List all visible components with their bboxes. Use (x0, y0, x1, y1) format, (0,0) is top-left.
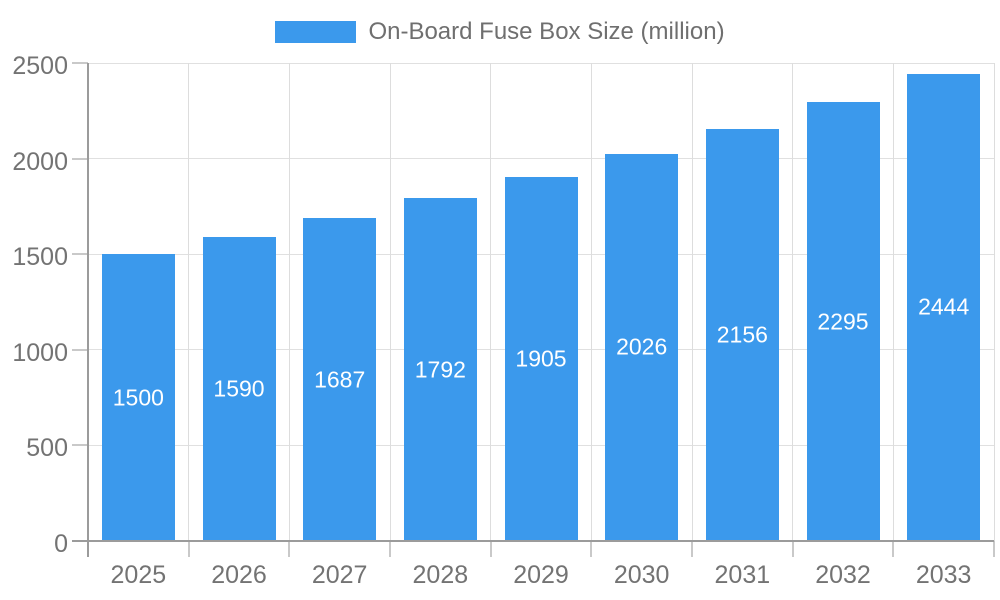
bar-2030[interactable] (605, 153, 679, 541)
bar-2031[interactable] (705, 128, 779, 541)
x-axis-label: 2031 (714, 561, 771, 589)
y-axis-label: 2000 (12, 147, 68, 176)
legend-swatch-icon (275, 21, 357, 43)
y-axis-label: 1500 (12, 243, 68, 272)
x-axis-tick (590, 541, 593, 557)
x-axis-tick (791, 541, 794, 557)
x-axis-tick (691, 541, 693, 557)
gridline-vertical (892, 63, 894, 541)
bar-value-label: 2156 (716, 321, 768, 348)
bar-2025[interactable] (101, 254, 175, 541)
x-axis-label: 2026 (211, 561, 267, 589)
x-axis-label: 2028 (412, 561, 469, 589)
legend[interactable]: On-Board Fuse Box Size (million) (0, 18, 1000, 46)
y-axis-tick (72, 157, 88, 160)
gridline-horizontal (88, 158, 994, 160)
x-axis-tick (993, 541, 995, 557)
y-axis-label: 500 (26, 434, 68, 463)
x-axis-label: 2032 (815, 561, 871, 589)
y-axis-label: 2500 (12, 52, 68, 80)
y-axis-tick (72, 62, 88, 64)
legend-label: On-Board Fuse Box Size (million) (368, 18, 725, 45)
gridline-horizontal (88, 62, 994, 64)
x-axis-label: 2025 (110, 561, 167, 589)
gridline-vertical (590, 63, 592, 541)
y-axis-tick (72, 253, 88, 256)
bar-value-label: 1500 (112, 384, 164, 411)
y-axis-label: 1000 (12, 338, 68, 367)
gridline-vertical (389, 63, 391, 541)
gridline-vertical (288, 63, 290, 541)
bar-value-label: 2026 (616, 333, 668, 360)
bar-2032[interactable] (806, 102, 880, 541)
gridline-vertical (993, 63, 995, 541)
bar-value-label: 1905 (515, 345, 567, 372)
x-axis-tick (187, 541, 190, 557)
x-axis-label: 2027 (311, 561, 368, 589)
x-axis-tick (288, 541, 291, 557)
gridline-vertical (792, 63, 794, 541)
y-axis-label: 0 (54, 530, 68, 558)
x-axis-line (72, 540, 994, 542)
bar-2026[interactable] (202, 236, 276, 541)
y-axis-line (87, 63, 89, 557)
gridline-vertical (691, 63, 693, 541)
gridline-vertical (490, 63, 492, 541)
y-axis-tick (72, 348, 88, 351)
x-axis-tick (489, 541, 492, 557)
bar-value-label: 2295 (817, 308, 869, 335)
bar-2033[interactable] (907, 73, 981, 541)
x-axis-label: 2029 (513, 561, 569, 589)
gridline-vertical (188, 63, 190, 541)
y-axis-tick (72, 444, 88, 447)
x-axis-tick (389, 541, 391, 557)
bar-2028[interactable] (403, 198, 477, 541)
bar-2029[interactable] (504, 176, 578, 541)
bar-value-label: 1792 (414, 356, 466, 383)
bar-value-label: 1590 (213, 375, 265, 402)
bar-2027[interactable] (303, 218, 377, 541)
bar-value-label: 2444 (918, 293, 970, 320)
x-axis-tick (892, 541, 895, 557)
x-axis-label: 2033 (915, 561, 972, 589)
bar-value-label: 1687 (314, 366, 366, 393)
x-axis-label: 2030 (613, 561, 670, 589)
